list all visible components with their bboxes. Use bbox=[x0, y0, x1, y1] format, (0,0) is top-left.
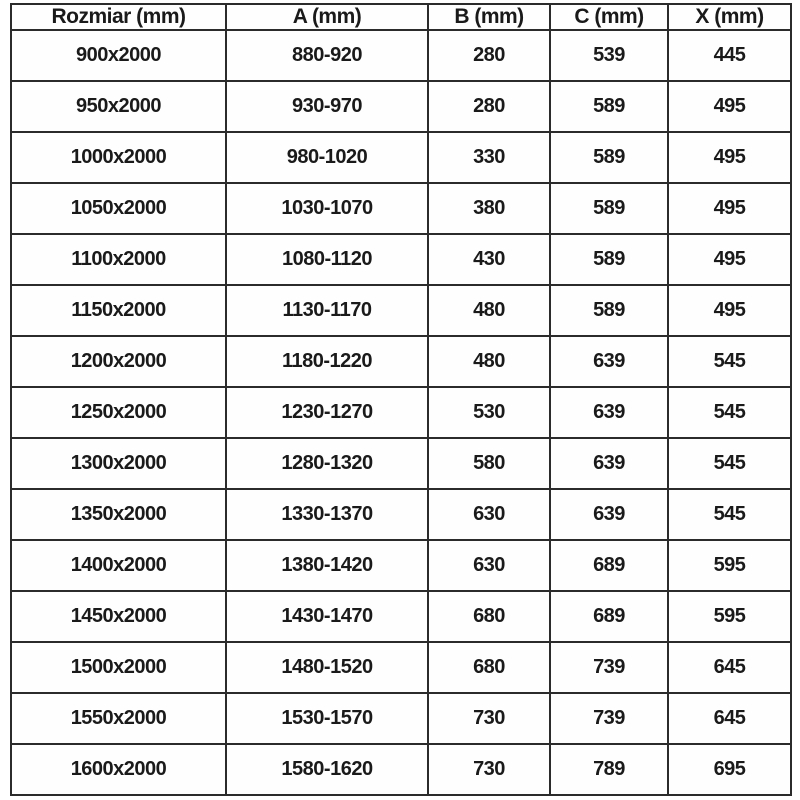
table-row: 1050x2000 1030-1070 380 589 495 bbox=[10, 182, 792, 235]
table-row: 1100x2000 1080-1120 430 589 495 bbox=[10, 233, 792, 286]
table-cell: 930-970 bbox=[225, 80, 429, 133]
table-cell: 1130-1170 bbox=[225, 284, 429, 337]
table-cell: 530 bbox=[427, 386, 551, 439]
table-cell: 1580-1620 bbox=[225, 743, 429, 796]
table-cell: 330 bbox=[427, 131, 551, 184]
table-cell: 1480-1520 bbox=[225, 641, 429, 694]
table-cell: 580 bbox=[427, 437, 551, 490]
table-cell: 495 bbox=[667, 284, 792, 337]
table-cell: 639 bbox=[549, 488, 669, 541]
table-cell: 1030-1070 bbox=[225, 182, 429, 235]
table-cell: 1100x2000 bbox=[10, 233, 227, 286]
table-row: 1350x2000 1330-1370 630 639 545 bbox=[10, 488, 792, 541]
table-cell: 680 bbox=[427, 641, 551, 694]
table-cell: 1450x2000 bbox=[10, 590, 227, 643]
table-cell: 630 bbox=[427, 539, 551, 592]
table-cell: 1250x2000 bbox=[10, 386, 227, 439]
table-row: 1300x2000 1280-1320 580 639 545 bbox=[10, 437, 792, 490]
table-cell: 545 bbox=[667, 437, 792, 490]
table-cell: 880-920 bbox=[225, 29, 429, 82]
table-cell: 639 bbox=[549, 386, 669, 439]
table-row: 1550x2000 1530-1570 730 739 645 bbox=[10, 692, 792, 745]
table-row: 1450x2000 1430-1470 680 689 595 bbox=[10, 590, 792, 643]
table-cell: 480 bbox=[427, 335, 551, 388]
table-cell: 589 bbox=[549, 284, 669, 337]
table-cell: 595 bbox=[667, 590, 792, 643]
table-cell: 1150x2000 bbox=[10, 284, 227, 337]
table-cell: 495 bbox=[667, 182, 792, 235]
table-cell: 1180-1220 bbox=[225, 335, 429, 388]
table-cell: 1380-1420 bbox=[225, 539, 429, 592]
table-cell: 1280-1320 bbox=[225, 437, 429, 490]
table-cell: 1350x2000 bbox=[10, 488, 227, 541]
table-cell: 545 bbox=[667, 386, 792, 439]
table-cell: 789 bbox=[549, 743, 669, 796]
table-cell: 380 bbox=[427, 182, 551, 235]
table-cell: 739 bbox=[549, 641, 669, 694]
column-header: B (mm) bbox=[427, 3, 551, 31]
table-cell: 539 bbox=[549, 29, 669, 82]
table-cell: 730 bbox=[427, 743, 551, 796]
table-cell: 900x2000 bbox=[10, 29, 227, 82]
table-cell: 680 bbox=[427, 590, 551, 643]
table-cell: 495 bbox=[667, 80, 792, 133]
table-cell: 1530-1570 bbox=[225, 692, 429, 745]
table-cell: 1000x2000 bbox=[10, 131, 227, 184]
table-row: 950x2000 930-970 280 589 495 bbox=[10, 80, 792, 133]
header-row: Rozmiar (mm) A (mm) B (mm) C (mm) X (mm) bbox=[10, 3, 792, 31]
table-cell: 1080-1120 bbox=[225, 233, 429, 286]
table-cell: 1500x2000 bbox=[10, 641, 227, 694]
table-cell: 589 bbox=[549, 182, 669, 235]
size-spec-table: Rozmiar (mm) A (mm) B (mm) C (mm) X (mm) 900… bbox=[10, 3, 792, 796]
table-cell: 1300x2000 bbox=[10, 437, 227, 490]
table-cell: 480 bbox=[427, 284, 551, 337]
column-header: Rozmiar (mm) bbox=[10, 3, 227, 31]
table-cell: 1050x2000 bbox=[10, 182, 227, 235]
column-header: C (mm) bbox=[549, 3, 669, 31]
table-cell: 980-1020 bbox=[225, 131, 429, 184]
table-cell: 589 bbox=[549, 233, 669, 286]
table-body: 900x2000 880-920 280 539 445 950x2000 930-970 2… bbox=[10, 29, 792, 796]
table-cell: 639 bbox=[549, 437, 669, 490]
table-cell: 445 bbox=[667, 29, 792, 82]
table-cell: 1430-1470 bbox=[225, 590, 429, 643]
table-cell: 695 bbox=[667, 743, 792, 796]
table-cell: 280 bbox=[427, 29, 551, 82]
table-cell: 630 bbox=[427, 488, 551, 541]
table-cell: 545 bbox=[667, 488, 792, 541]
table-cell: 739 bbox=[549, 692, 669, 745]
table-cell: 1230-1270 bbox=[225, 386, 429, 439]
table-cell: 1600x2000 bbox=[10, 743, 227, 796]
table-row: 900x2000 880-920 280 539 445 bbox=[10, 29, 792, 82]
table-row: 1150x2000 1130-1170 480 589 495 bbox=[10, 284, 792, 337]
table-row: 1600x2000 1580-1620 730 789 695 bbox=[10, 743, 792, 796]
table-cell: 589 bbox=[549, 131, 669, 184]
table-cell: 430 bbox=[427, 233, 551, 286]
table-cell: 1400x2000 bbox=[10, 539, 227, 592]
table-cell: 730 bbox=[427, 692, 551, 745]
table-cell: 495 bbox=[667, 131, 792, 184]
table-row: 1250x2000 1230-1270 530 639 545 bbox=[10, 386, 792, 439]
table-cell: 1200x2000 bbox=[10, 335, 227, 388]
table-row: 1400x2000 1380-1420 630 689 595 bbox=[10, 539, 792, 592]
column-header: X (mm) bbox=[667, 3, 792, 31]
table-cell: 595 bbox=[667, 539, 792, 592]
table-cell: 589 bbox=[549, 80, 669, 133]
table-cell: 950x2000 bbox=[10, 80, 227, 133]
table-row: 1000x2000 980-1020 330 589 495 bbox=[10, 131, 792, 184]
table-row: 1200x2000 1180-1220 480 639 545 bbox=[10, 335, 792, 388]
table-cell: 689 bbox=[549, 590, 669, 643]
table-cell: 1550x2000 bbox=[10, 692, 227, 745]
table-row: 1500x2000 1480-1520 680 739 645 bbox=[10, 641, 792, 694]
table-cell: 645 bbox=[667, 692, 792, 745]
table-cell: 639 bbox=[549, 335, 669, 388]
table-cell: 545 bbox=[667, 335, 792, 388]
table-cell: 495 bbox=[667, 233, 792, 286]
table-cell: 645 bbox=[667, 641, 792, 694]
table-cell: 280 bbox=[427, 80, 551, 133]
table-cell: 1330-1370 bbox=[225, 488, 429, 541]
table-cell: 689 bbox=[549, 539, 669, 592]
column-header: A (mm) bbox=[225, 3, 429, 31]
